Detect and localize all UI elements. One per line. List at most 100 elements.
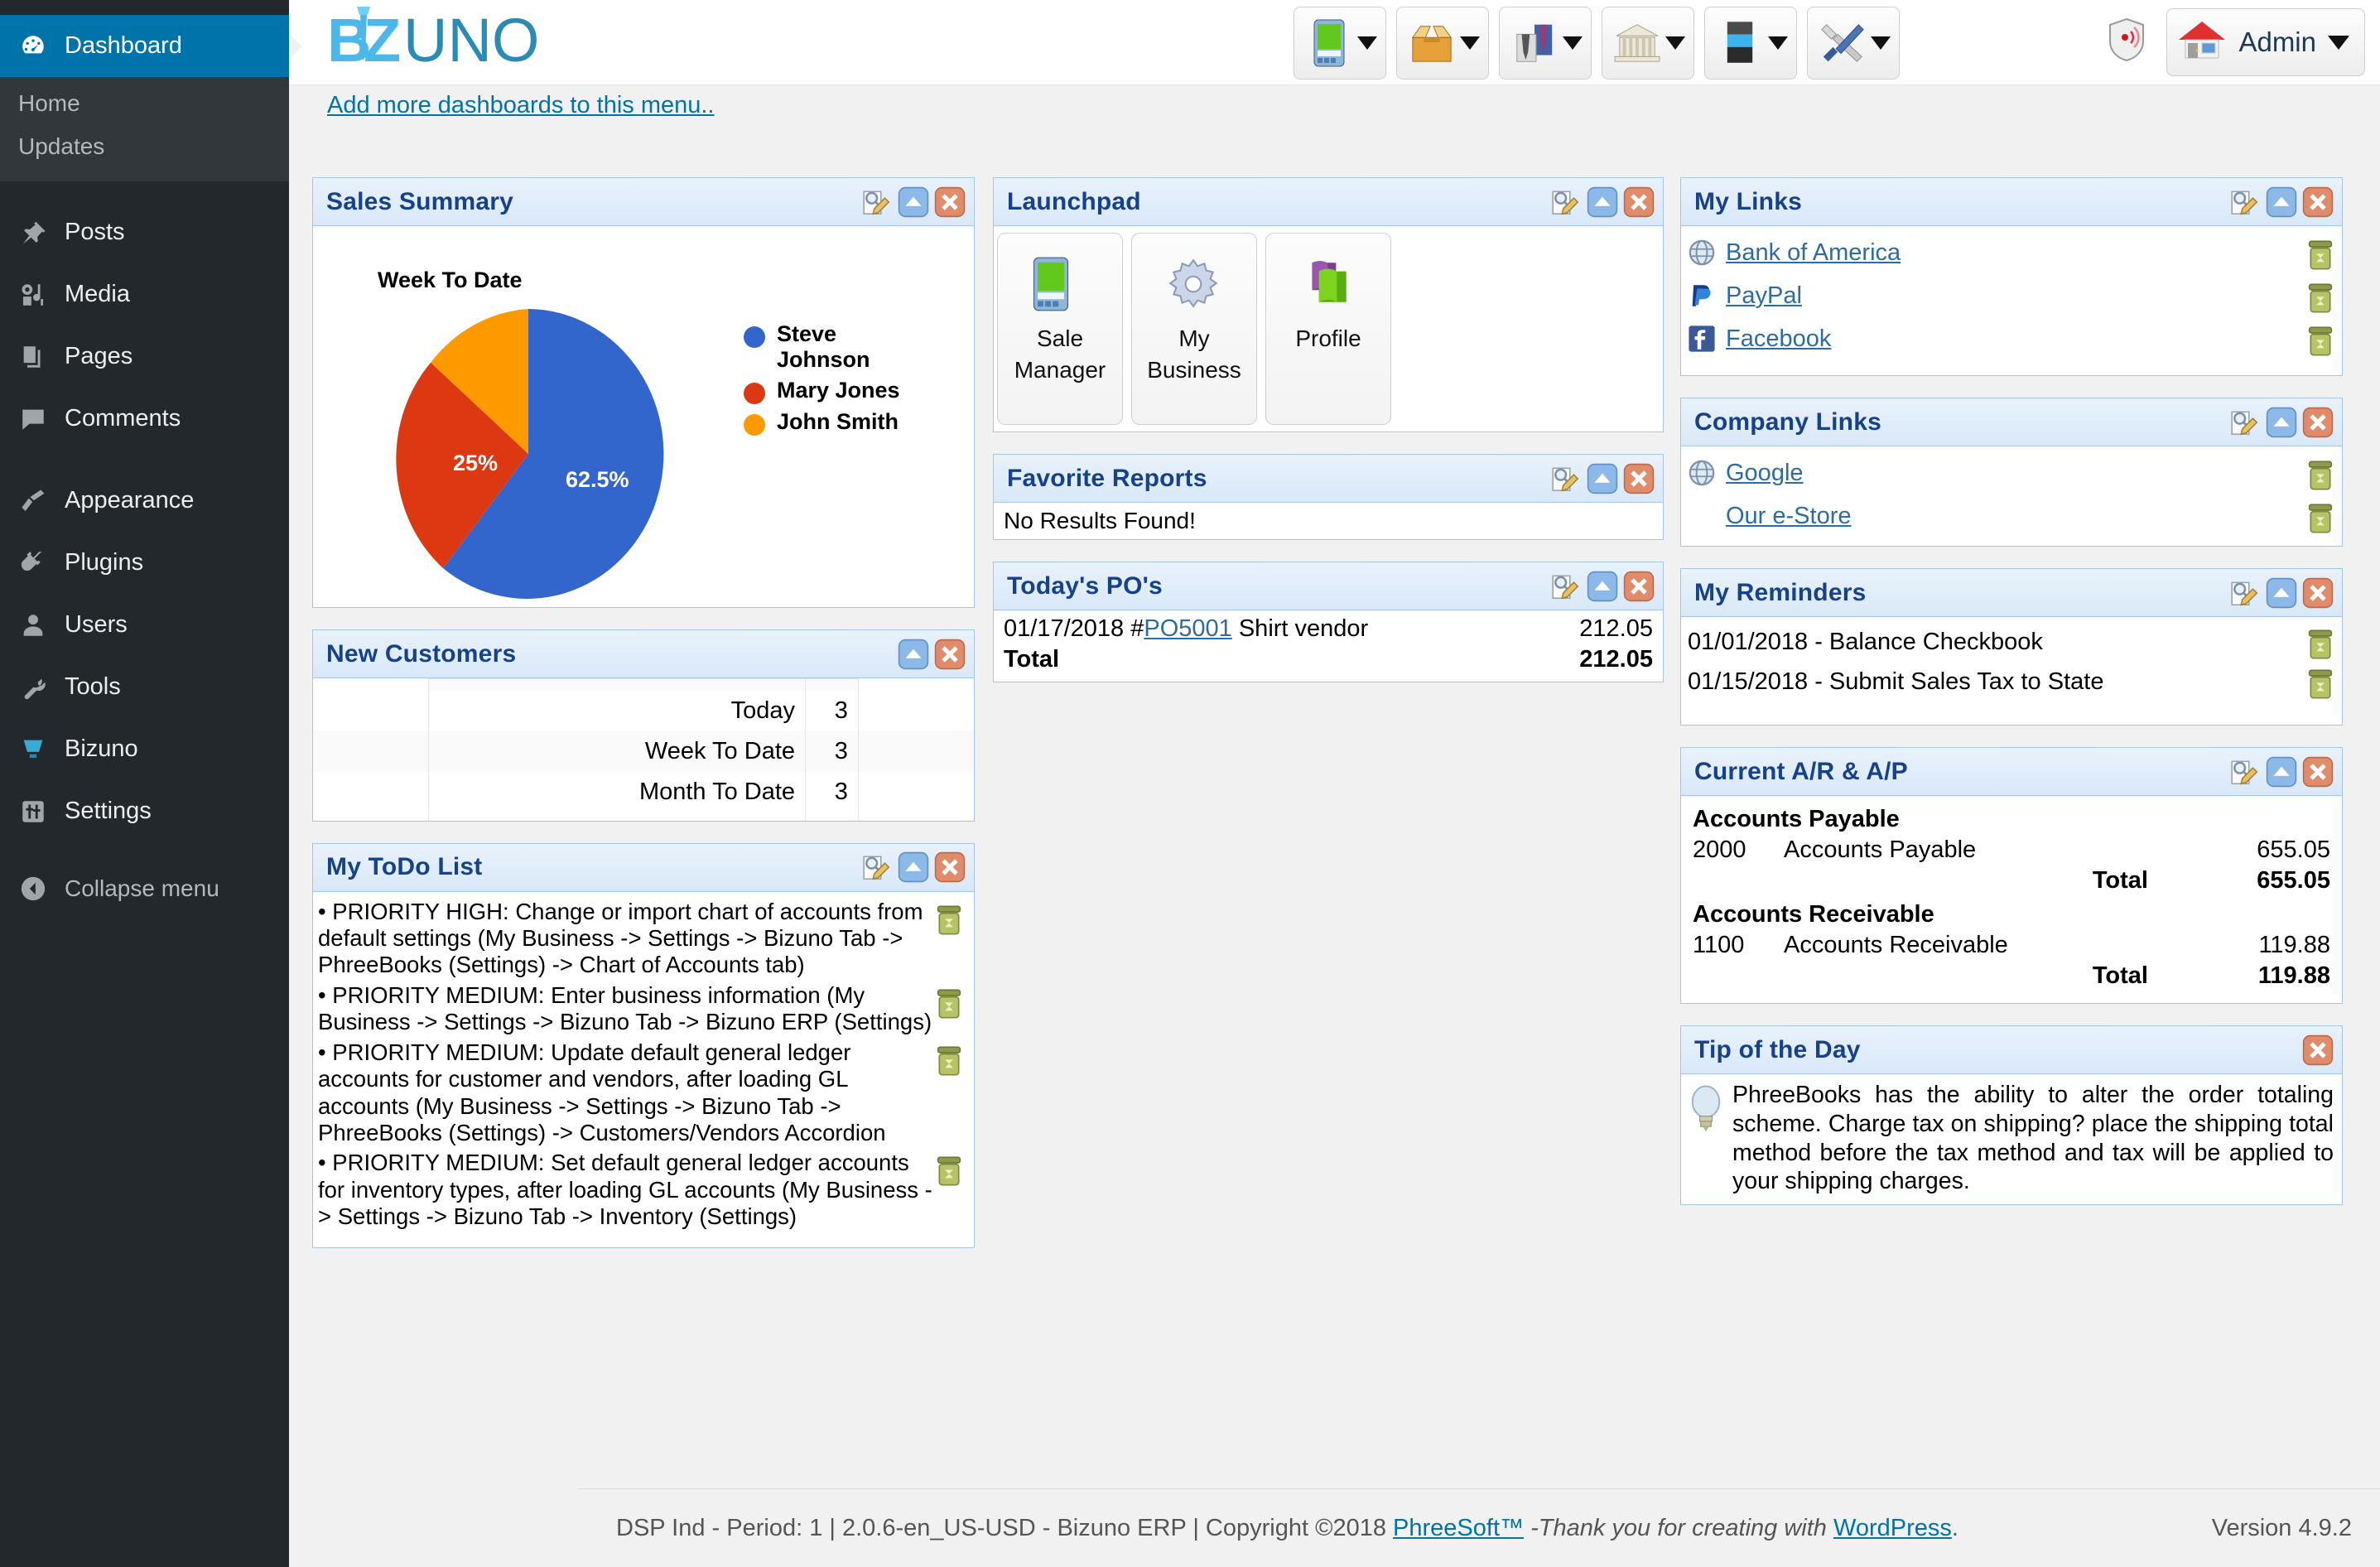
collapse-icon[interactable] (2266, 577, 2297, 609)
launchpad-tile-profile[interactable]: Profile (1265, 233, 1391, 425)
po-line: 01/17/2018 #PO5001 Shirt vendor (1004, 615, 1579, 643)
customers-vendors-button[interactable] (1499, 7, 1592, 80)
shield-alert-icon[interactable] (2107, 17, 2151, 67)
pie-label-mary: 25% (453, 451, 498, 475)
close-icon[interactable] (934, 186, 966, 218)
wrench-icon (18, 673, 48, 702)
trash-icon[interactable] (2304, 325, 2337, 358)
trash-icon[interactable] (2304, 459, 2337, 492)
reports-button[interactable] (1704, 7, 1797, 80)
edit-icon[interactable] (2229, 577, 2261, 609)
edit-icon[interactable] (861, 186, 893, 218)
chevron-down-icon[interactable] (2328, 35, 2349, 50)
collapse-menu-label: Collapse menu (65, 875, 219, 901)
sidebar-item-posts[interactable]: Posts (0, 201, 289, 263)
sidebar-item-label: Bizuno (65, 735, 138, 762)
chevron-down-icon[interactable] (1562, 36, 1583, 50)
tools-button[interactable] (1807, 7, 1900, 80)
close-icon[interactable] (2302, 577, 2334, 609)
edit-icon[interactable] (2229, 756, 2261, 788)
link-label[interactable]: Google (1726, 459, 1804, 486)
close-icon[interactable] (2302, 1034, 2334, 1066)
footer-text-3: . (1951, 1514, 1958, 1541)
link-label[interactable]: Facebook (1726, 325, 1832, 352)
trash-icon[interactable] (932, 1155, 966, 1188)
sales-button[interactable] (1294, 7, 1386, 80)
edit-icon[interactable] (1550, 186, 1582, 218)
bizuno-toolbar (1294, 7, 1900, 80)
collapse-icon[interactable] (898, 639, 929, 670)
chevron-down-icon[interactable] (1665, 36, 1685, 50)
sidebar-item-label: Users (65, 611, 128, 638)
sidebar-item-bizuno[interactable]: Bizuno (0, 718, 289, 780)
chevron-down-icon[interactable] (1356, 36, 1377, 50)
section-heading: Accounts Receivable (1693, 901, 1934, 928)
launchpad-tile-sale-manager[interactable]: Sale Manager (997, 233, 1123, 425)
table-row: Today 3 (313, 690, 974, 731)
people-icon (1509, 17, 1560, 69)
close-icon[interactable] (1623, 571, 1655, 602)
close-icon[interactable] (2302, 186, 2334, 218)
link-label[interactable]: PayPal (1726, 282, 1802, 309)
trash-icon[interactable] (932, 987, 966, 1020)
chevron-down-icon[interactable] (1459, 36, 1480, 50)
edit-icon[interactable] (2229, 186, 2261, 218)
trash-icon[interactable] (2304, 502, 2337, 535)
add-dashboards-link[interactable]: Add more dashboards to this menu.. (327, 92, 715, 118)
sidebar-item-label: Pages (65, 343, 133, 369)
collapse-icon[interactable] (898, 186, 929, 218)
sidebar-item-comments[interactable]: Comments (0, 388, 289, 450)
sidebar-item-media[interactable]: Media (0, 263, 289, 325)
edit-icon[interactable] (2229, 407, 2261, 438)
list-item: • PRIORITY HIGH: Change or import chart … (316, 897, 974, 981)
sidebar-item-pages[interactable]: Pages (0, 325, 289, 388)
admin-menu-button[interactable]: Admin (2166, 8, 2365, 76)
launchpad-tile-my-business[interactable]: My Business (1131, 233, 1257, 425)
sidebar-item-appearance[interactable]: Appearance (0, 470, 289, 532)
collapse-icon[interactable] (1587, 571, 1618, 602)
collapse-icon[interactable] (2266, 186, 2297, 218)
close-icon[interactable] (2302, 756, 2334, 788)
sidebar-subitem-updates[interactable]: Updates (18, 133, 105, 159)
link-label[interactable]: Our e-Store (1726, 502, 1852, 529)
close-icon[interactable] (1623, 186, 1655, 218)
collapse-icon[interactable] (1587, 186, 1618, 218)
phreesoft-link[interactable]: PhreeSoft™ (1393, 1514, 1525, 1541)
sidebar-item-settings[interactable]: Settings (0, 780, 289, 842)
collapse-icon[interactable] (1587, 463, 1618, 494)
trash-icon[interactable] (2304, 628, 2337, 661)
sales-pie-chart: Week To Date 62.5% 25% (313, 226, 974, 607)
po-number-link[interactable]: PO5001 (1144, 615, 1232, 642)
close-icon[interactable] (934, 851, 966, 883)
sidebar-item-dashboard[interactable]: Dashboard (0, 15, 289, 77)
close-icon[interactable] (934, 639, 966, 670)
sidebar-item-users[interactable]: Users (0, 594, 289, 656)
inventory-button[interactable] (1396, 7, 1489, 80)
collapse-icon[interactable] (2266, 756, 2297, 788)
edit-icon[interactable] (1550, 571, 1582, 602)
trash-icon[interactable] (2304, 282, 2337, 315)
sidebar-subitem-home[interactable]: Home (18, 90, 80, 116)
collapse-icon[interactable] (898, 851, 929, 883)
chevron-down-icon[interactable] (1767, 36, 1788, 50)
sidebar-item-tools[interactable]: Tools (0, 656, 289, 718)
link-label[interactable]: Bank of America (1726, 239, 1901, 266)
banking-button[interactable] (1602, 7, 1694, 80)
todo-text: • PRIORITY HIGH: Change or import chart … (318, 898, 923, 978)
chevron-down-icon[interactable] (1870, 36, 1891, 50)
trash-icon[interactable] (932, 1044, 966, 1078)
sidebar-collapse-menu[interactable]: Collapse menu (0, 857, 289, 919)
trash-icon[interactable] (932, 904, 966, 937)
collapse-icon[interactable] (2266, 407, 2297, 438)
wordpress-link[interactable]: WordPress (1833, 1514, 1952, 1541)
close-icon[interactable] (1623, 463, 1655, 494)
pda-green-icon (1032, 257, 1088, 313)
sidebar-item-plugins[interactable]: Plugins (0, 532, 289, 594)
trash-icon[interactable] (2304, 668, 2337, 701)
trash-icon[interactable] (2304, 239, 2337, 272)
edit-icon[interactable] (1550, 463, 1582, 494)
panel-header: Favorite Reports (994, 455, 1663, 503)
close-icon[interactable] (2302, 407, 2334, 438)
sidebar-item-label: Appearance (65, 487, 195, 513)
edit-icon[interactable] (861, 851, 893, 883)
